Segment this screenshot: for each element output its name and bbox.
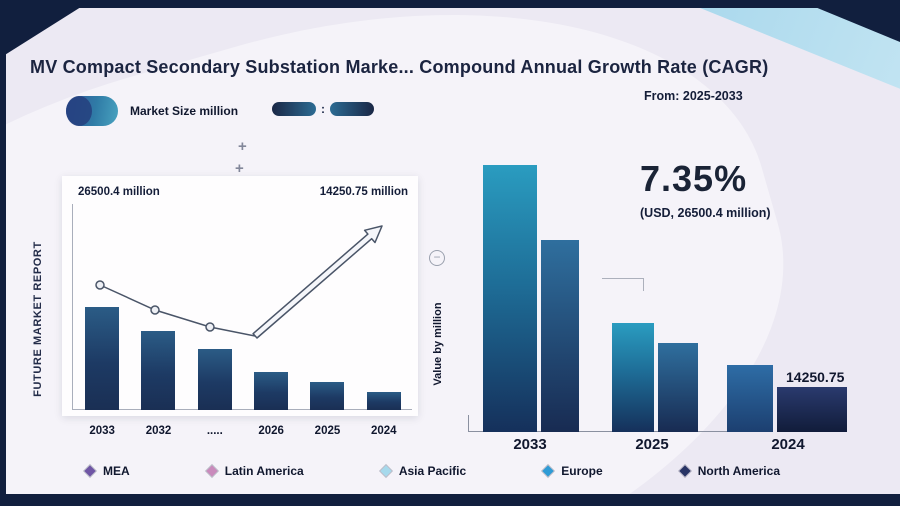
pill-left-icon	[272, 102, 316, 116]
left-category-label: .....	[206, 425, 223, 437]
legend-item-latin-america[interactable]: Latin America	[206, 464, 304, 478]
legend-label: North America	[697, 464, 780, 478]
frame-top	[0, 0, 900, 8]
legend-item-north-america[interactable]: North America	[679, 464, 780, 478]
scale-pills: :	[272, 102, 374, 116]
left-category-label: 2026	[258, 425, 284, 437]
left-bar-2033	[85, 307, 120, 410]
legend-item-mea[interactable]: MEA	[84, 464, 130, 478]
market-size-legend: Market Size million	[66, 96, 238, 126]
legend-item-europe[interactable]: Europe	[542, 464, 603, 478]
legend-diamond-icon	[84, 465, 96, 477]
frame-left	[0, 0, 6, 506]
legend-label: Europe	[561, 464, 603, 478]
callout-bracket	[602, 278, 644, 291]
date-range-label: From: 2025-2033	[644, 89, 743, 103]
cagr-block: 7.35% (USD, 26500.4 million)	[640, 158, 771, 220]
legend-diamond-icon	[380, 465, 392, 477]
legend-diamond-icon	[679, 465, 691, 477]
end-value-label: 14250.75 million	[319, 186, 408, 198]
legend-label: Latin America	[224, 464, 304, 478]
left-y-axis-line	[72, 204, 73, 410]
minus-icon[interactable]: −	[429, 250, 445, 266]
page-title: MV Compact Secondary Substation Marke...…	[30, 57, 769, 77]
left-bars	[74, 200, 412, 410]
left-category-label: 2024	[371, 425, 397, 437]
corner-top-left	[0, 0, 92, 58]
report-watermark: FUTURE MARKET REPORT	[32, 241, 44, 397]
left-category-label: 2025	[314, 425, 341, 437]
left-x-axis-line	[72, 409, 412, 410]
left-chart-panel: 26500.4 million 14250.75 million	[62, 176, 418, 416]
legend-label: Asia Pacific	[398, 464, 467, 478]
left-bar-2024	[366, 392, 401, 410]
market-size-label: Market Size million	[130, 104, 239, 118]
plus-icon-1[interactable]: +	[238, 138, 247, 155]
left-category-label: 2032	[145, 425, 172, 437]
footer-legend: MEA Latin America Asia Pacific Europe North …	[84, 464, 780, 478]
left-bar-2026	[254, 372, 289, 410]
legend-label: MEA	[103, 464, 130, 478]
legend-diamond-icon	[206, 465, 218, 477]
left-bar-2025	[310, 382, 345, 410]
right-bar-2024-2	[777, 387, 847, 432]
plus-icon-2[interactable]: +	[235, 160, 244, 177]
frame-bottom	[0, 494, 900, 506]
left-xaxis: 2033 2032..... 2026 2025 2024	[74, 425, 412, 437]
cagr-caption: (USD, 26500.4 million)	[640, 206, 771, 220]
pill-right-icon	[330, 102, 374, 116]
cylinder-icon	[66, 96, 118, 126]
pill-separator: :	[321, 102, 325, 116]
legend-item-asia-pacific[interactable]: Asia Pacific	[380, 464, 467, 478]
start-value-label: 26500.4 million	[78, 186, 160, 198]
value-axis-label: Value by million	[432, 302, 444, 386]
right-category-label: 2024	[771, 436, 805, 453]
left-category-label: 2033	[89, 425, 115, 437]
legend-diamond-icon	[542, 465, 554, 477]
cagr-value: 7.35%	[640, 158, 748, 199]
value-2024-label: 14250.75	[786, 369, 845, 385]
right-axis-line	[468, 415, 738, 432]
left-bar-.....	[197, 349, 232, 410]
left-bar-2032	[141, 331, 176, 410]
